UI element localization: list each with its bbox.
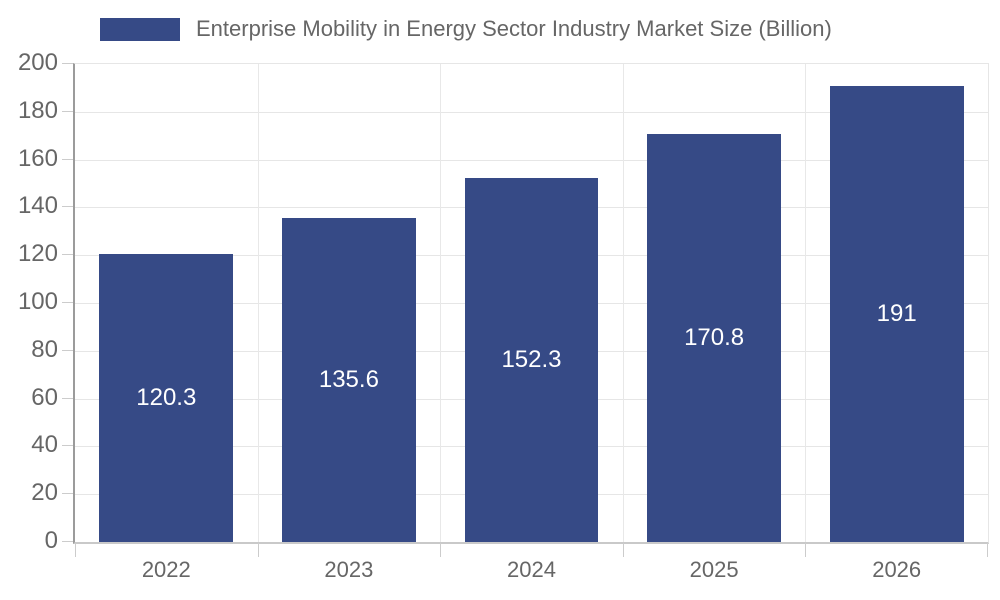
- bar: 152.3: [464, 178, 599, 542]
- y-tick-label: 160: [17, 144, 58, 172]
- x-tick-label: 2023: [324, 557, 374, 582]
- x-tick-mark: [987, 543, 988, 557]
- bar-value-label: 191: [876, 299, 917, 327]
- category-gridline: [805, 64, 807, 542]
- y-tick-label: 140: [17, 192, 58, 220]
- y-tick-label: 20: [31, 479, 58, 507]
- y-axis-ticks: [62, 63, 73, 542]
- x-tick-mark: [75, 543, 76, 557]
- x-tick-mark: [440, 543, 442, 557]
- x-tick-mark: [805, 543, 807, 557]
- y-tick-mark: [62, 110, 73, 112]
- legend: Enterprise Mobility in Energy Sector Ind…: [100, 16, 832, 42]
- y-tick-mark: [62, 445, 73, 447]
- y-tick-mark: [62, 397, 73, 399]
- x-axis-ticks: [75, 543, 988, 557]
- y-tick-mark: [62, 541, 73, 542]
- legend-swatch: [100, 17, 180, 41]
- y-tick-mark: [62, 158, 73, 160]
- y-tick-mark: [62, 493, 73, 495]
- x-axis-labels: 2022 2023 2024 2025 2026: [75, 557, 988, 587]
- y-tick-label: 200: [17, 49, 58, 76]
- category-gridline: [257, 64, 259, 542]
- y-tick-mark: [62, 63, 73, 64]
- gridline: [75, 159, 988, 161]
- y-tick-label: 100: [17, 288, 58, 315]
- x-tick-label: 2022: [141, 557, 191, 582]
- y-tick-label: 40: [31, 431, 58, 459]
- y-tick-label: 80: [31, 335, 58, 363]
- bar-value-label: 120.3: [136, 384, 197, 412]
- legend-label: Enterprise Mobility in Energy Sector Ind…: [196, 16, 832, 41]
- y-tick-mark: [62, 254, 73, 256]
- y-tick-label: 120: [17, 240, 58, 268]
- gridline: [75, 111, 988, 113]
- bar-value-label: 135.6: [318, 365, 379, 393]
- y-tick-mark: [62, 349, 73, 351]
- bar: 135.6: [282, 217, 416, 542]
- bar-value-label: 152.3: [501, 346, 562, 373]
- bar: 120.3: [99, 254, 234, 542]
- bar-value-label: 170.8: [684, 323, 745, 351]
- y-tick-mark: [62, 302, 73, 303]
- x-tick-mark: [622, 543, 624, 557]
- y-tick-mark: [62, 206, 73, 208]
- x-tick-label: 2024: [507, 557, 556, 582]
- x-tick-mark: [257, 543, 259, 557]
- x-tick-label: 2025: [689, 557, 739, 582]
- bar: 170.8: [647, 133, 781, 542]
- y-tick-label: 180: [17, 96, 58, 124]
- x-tick-label: 2026: [872, 557, 922, 582]
- y-tick-label: 0: [44, 527, 58, 554]
- category-gridline: [622, 64, 624, 542]
- y-tick-label: 60: [31, 383, 58, 411]
- plot-area: 120.3 135.6 152.3 170.8 191: [73, 63, 989, 544]
- y-axis-labels: 0 20 40 60 80 100 120 140 160 180 200: [0, 49, 58, 554]
- category-gridline: [440, 64, 442, 542]
- bar: 191: [829, 85, 964, 542]
